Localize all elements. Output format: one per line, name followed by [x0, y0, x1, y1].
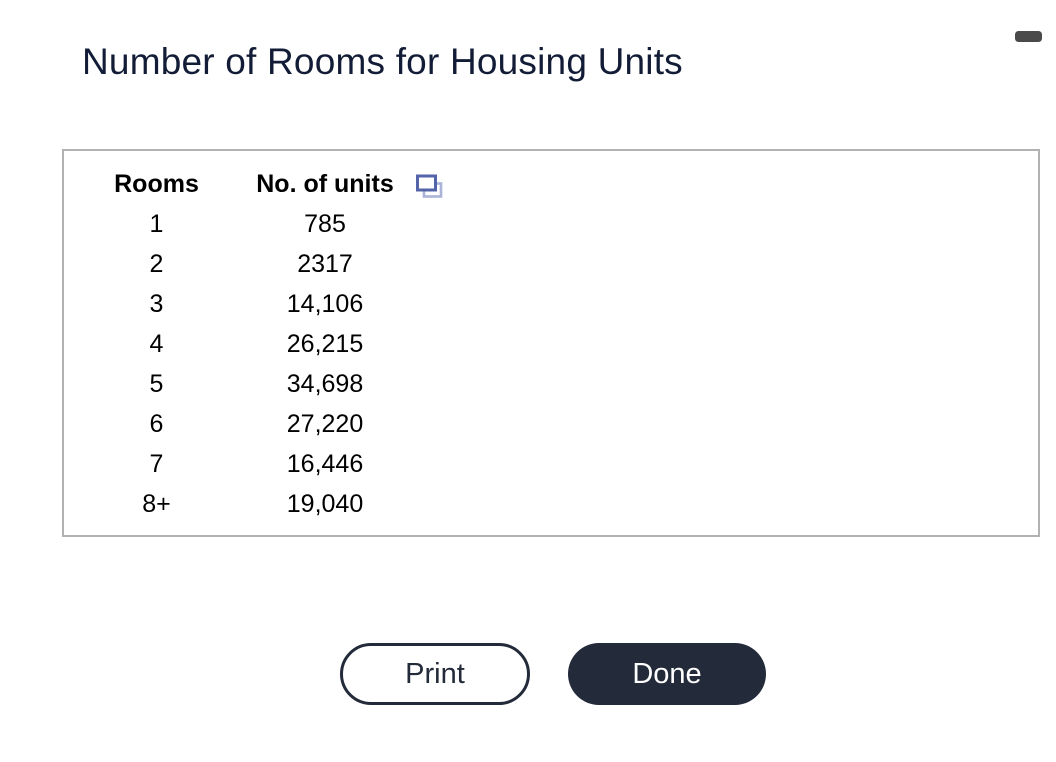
units-value: 34,698: [286, 369, 364, 398]
rooms-value: 8+: [142, 489, 171, 518]
rooms-value: 1: [149, 209, 164, 238]
spacer-cell: [401, 484, 481, 524]
copy-icon[interactable]: [416, 173, 443, 200]
units-value: 16,446: [286, 449, 364, 478]
units-value: 14,106: [286, 289, 364, 318]
spacer-cell: [401, 444, 481, 484]
action-buttons: Print Done: [340, 643, 766, 705]
column-header-rooms: Rooms: [114, 169, 199, 198]
page-title: Number of Rooms for Housing Units: [82, 41, 683, 82]
spacer-cell: [401, 364, 481, 404]
spacer-cell: [401, 284, 481, 324]
spacer-cell: [401, 404, 481, 444]
done-button[interactable]: Done: [568, 643, 766, 705]
units-value: 785: [304, 209, 346, 238]
rooms-value: 6: [149, 409, 164, 438]
column-header-units: No. of units: [256, 169, 394, 198]
rooms-value: 7: [149, 449, 164, 478]
rooms-value: 2: [149, 249, 164, 278]
units-value: 26,215: [286, 329, 364, 358]
spacer-cell: [401, 244, 481, 284]
rooms-value: 5: [149, 369, 164, 398]
spacer-cell: [401, 204, 481, 244]
units-value: 2317: [297, 249, 353, 278]
print-button[interactable]: Print: [340, 643, 530, 705]
units-value: 27,220: [286, 409, 364, 438]
spacer-cell: [401, 324, 481, 364]
window-control-pill[interactable]: [1015, 31, 1042, 42]
copy-icon-cell: [401, 164, 481, 204]
rooms-value: 4: [149, 329, 164, 358]
units-value: 19,040: [286, 489, 364, 518]
rooms-value: 3: [149, 289, 164, 318]
rooms-table: Rooms No. of units 1 785 2 2317 3 14,106…: [62, 149, 1040, 537]
rooms-table-grid: Rooms No. of units 1 785 2 2317 3 14,106…: [64, 164, 1038, 524]
